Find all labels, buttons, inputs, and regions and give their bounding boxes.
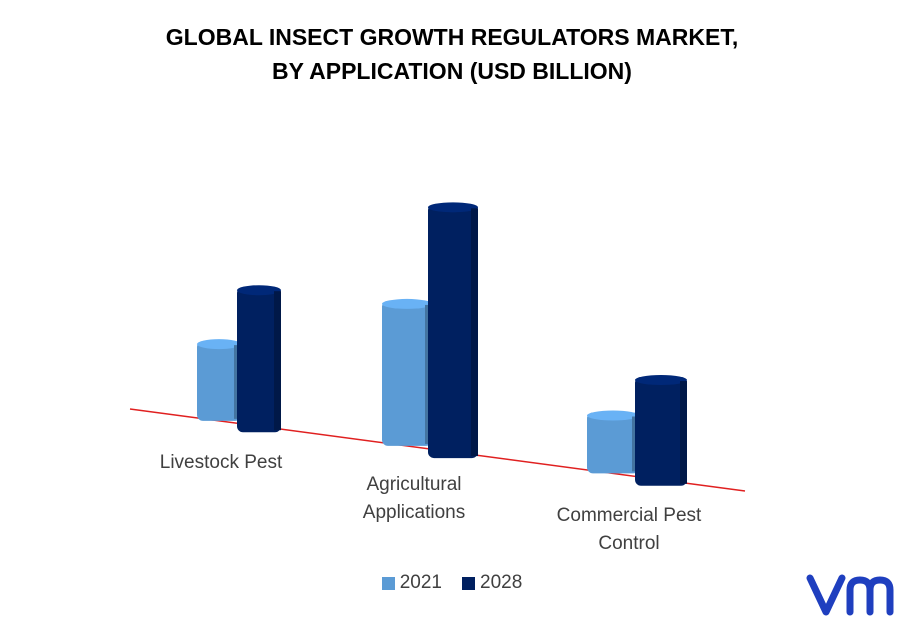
chart-title-line-1: GLOBAL INSECT GROWTH REGULATORS MARKET, [165, 24, 739, 50]
bar-2028-1 [428, 202, 478, 459]
bar-2021-1 [382, 298, 432, 446]
legend-item-2028: 2028 [462, 572, 522, 594]
chart-title-line-2: BY APPLICATION (USD BILLION) [272, 58, 632, 84]
legend-label-2028: 2028 [480, 572, 523, 593]
category-label-agricultural-applications: Agricultural Applications [362, 474, 466, 523]
vmr-logo-icon [806, 574, 894, 616]
legend-item-2021: 2021 [381, 572, 442, 594]
category-label-livestock-pest: Livestock Pest [159, 452, 283, 473]
chart-legend: 2021 2028 [0, 572, 904, 594]
bar-2021-2 [587, 410, 639, 474]
chart-title: GLOBAL INSECT GROWTH REGULATORS MARKET, … [0, 20, 904, 88]
legend-label-2021: 2021 [399, 572, 442, 593]
legend-swatch-2021 [381, 576, 395, 590]
bar-2021-0 [197, 339, 241, 421]
legend-swatch-2028 [462, 576, 475, 590]
bar-2028-2 [635, 375, 687, 486]
category-label-commercial-pest-control: Commercial Pest Control [556, 505, 702, 554]
bar-2028-0 [237, 285, 281, 433]
